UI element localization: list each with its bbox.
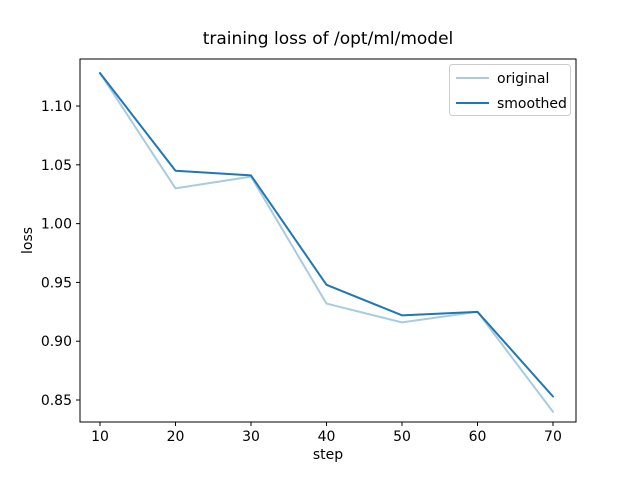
- y-axis-label: loss: [20, 227, 36, 254]
- y-tick-label: 1.10: [41, 99, 72, 115]
- y-tick-label: 0.85: [41, 393, 72, 409]
- legend-label-original: original: [497, 71, 549, 87]
- chart-title: training loss of /opt/ml/model: [203, 29, 454, 49]
- y-tick-label: 0.95: [41, 275, 72, 291]
- x-tick-label: 20: [167, 429, 185, 445]
- x-tick-label: 70: [544, 429, 562, 445]
- legend-label-smoothed: smoothed: [497, 96, 567, 112]
- plot-area: 10 20 30 40 50 60 70 0.85 0.90 0.95 1.00 1.05 1.10 or…: [41, 58, 577, 445]
- x-tick-label: 60: [469, 429, 487, 445]
- series-line-smoothed: [99, 72, 554, 398]
- plot-border: [79, 58, 577, 423]
- y-tick-label: 0.90: [41, 334, 72, 350]
- x-axis-label: step: [313, 447, 343, 463]
- y-tick-label: 1.00: [41, 217, 72, 233]
- x-tick-label: 30: [242, 429, 260, 445]
- y-tick-label: 1.05: [41, 158, 72, 174]
- x-tick-label: 40: [318, 429, 336, 445]
- x-tick-label: 10: [91, 429, 109, 445]
- x-tick-label: 50: [393, 429, 411, 445]
- series-line-original: [99, 72, 554, 413]
